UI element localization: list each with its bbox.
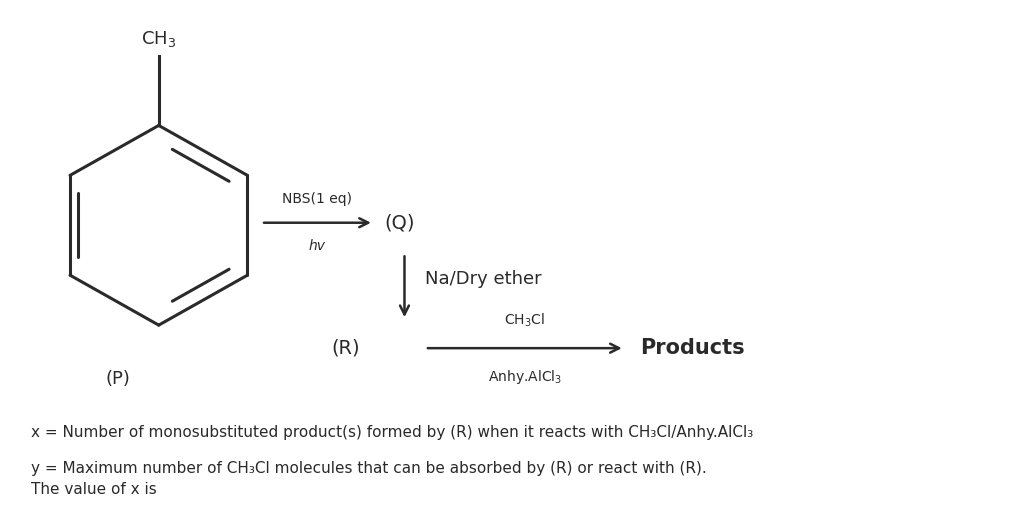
Text: Na/Dry ether: Na/Dry ether bbox=[425, 270, 542, 288]
Text: Anhy.AlCl$_3$: Anhy.AlCl$_3$ bbox=[487, 368, 562, 386]
Text: (Q): (Q) bbox=[384, 213, 415, 232]
Text: CH$_3$: CH$_3$ bbox=[141, 29, 176, 49]
Text: NBS(1 eq): NBS(1 eq) bbox=[283, 193, 352, 206]
Text: (P): (P) bbox=[105, 370, 130, 388]
Text: (R): (R) bbox=[332, 338, 360, 358]
Text: hv: hv bbox=[309, 239, 326, 253]
Text: CH$_3$Cl: CH$_3$Cl bbox=[504, 311, 546, 329]
Text: Products: Products bbox=[640, 338, 744, 358]
Text: y = Maximum number of CH₃Cl molecules that can be absorbed by (R) or react with : y = Maximum number of CH₃Cl molecules th… bbox=[31, 461, 707, 476]
Text: x = Number of monosubstituted product(s) formed by (R) when it reacts with CH₃Cl: x = Number of monosubstituted product(s)… bbox=[31, 425, 753, 440]
Text: The value of x is: The value of x is bbox=[31, 482, 157, 497]
